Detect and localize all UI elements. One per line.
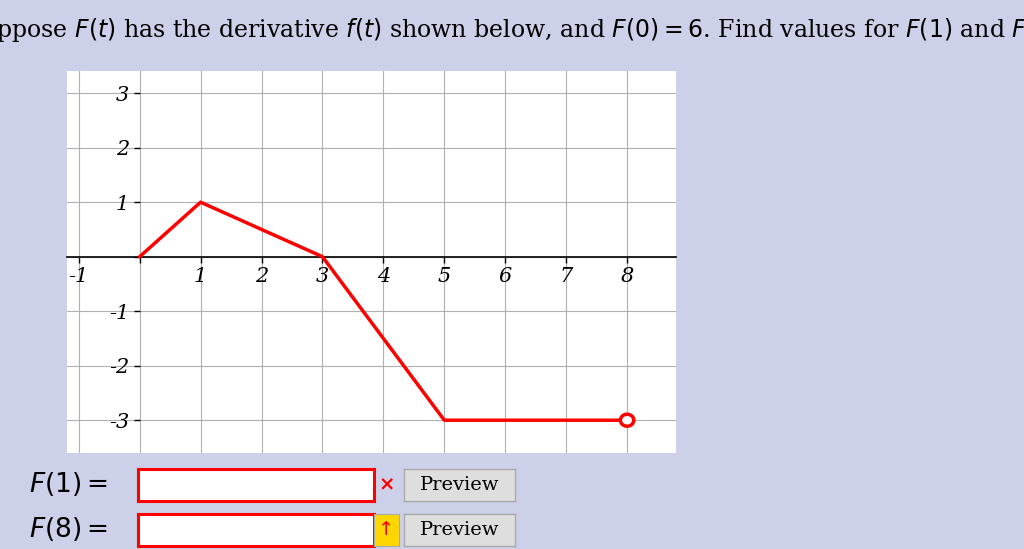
Text: Preview: Preview: [420, 477, 500, 494]
Text: Suppose $F(t)$ has the derivative $f(t)$ shown below, and $F(0) = 6$. Find value: Suppose $F(t)$ has the derivative $f(t)$…: [0, 16, 1024, 44]
Circle shape: [621, 414, 634, 426]
Text: ↑: ↑: [379, 520, 394, 539]
Text: ×: ×: [379, 476, 395, 495]
Text: $F(8) =$: $F(8) =$: [29, 514, 108, 543]
Text: Preview: Preview: [420, 521, 500, 539]
Text: $F(1) =$: $F(1) =$: [29, 470, 108, 498]
